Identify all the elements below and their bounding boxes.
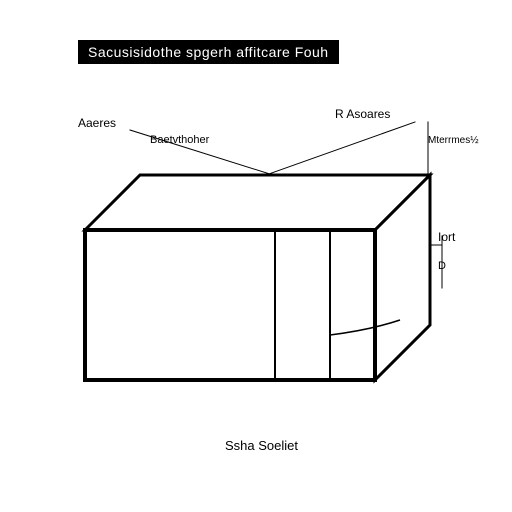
- label-box-top-inner: Baetvthoher: [150, 134, 209, 146]
- label-right-mid: Iort: [438, 230, 455, 244]
- label-r: R Asoares: [335, 107, 390, 121]
- diagram-canvas: Sacusisidothe spgerh affitcare Fouh Aaer…: [0, 0, 512, 512]
- label-axes-left: Aaeres: [78, 116, 116, 130]
- box-diagram-svg: [0, 0, 512, 512]
- label-right-pipe: D: [438, 260, 446, 272]
- label-bottom: Ssha Soeliet: [225, 438, 298, 453]
- label-right-vert: Mterrmes½: [428, 135, 479, 146]
